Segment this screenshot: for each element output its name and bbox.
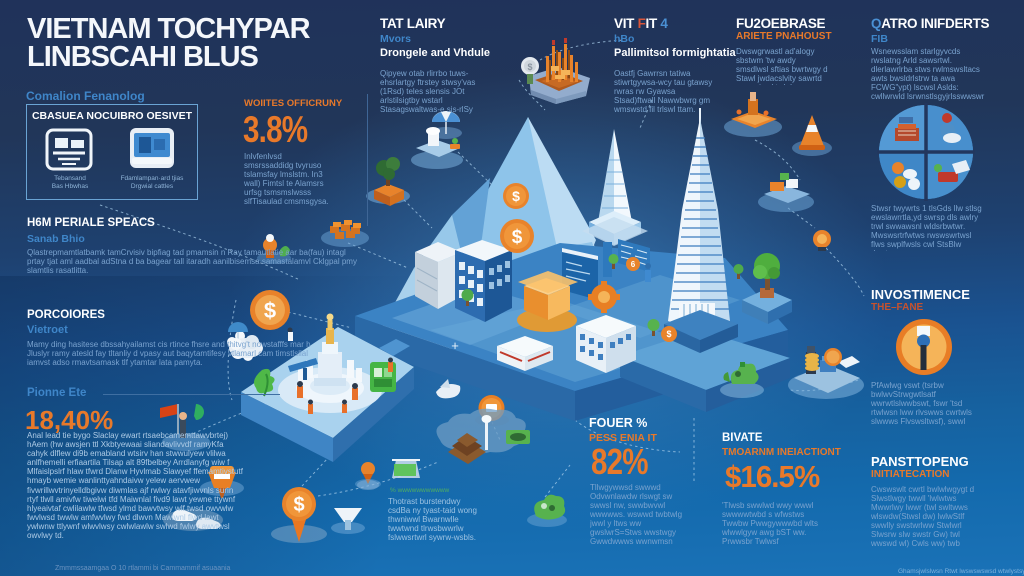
svg-text:$: $	[264, 298, 276, 323]
svg-text:$: $	[293, 494, 304, 516]
svg-text:+: +	[451, 338, 459, 353]
svg-text:$: $	[527, 62, 532, 72]
svg-text:$: $	[512, 227, 523, 248]
svg-text:$: $	[666, 329, 671, 339]
svg-text:$: $	[512, 188, 520, 204]
svg-text:6: 6	[631, 260, 636, 269]
